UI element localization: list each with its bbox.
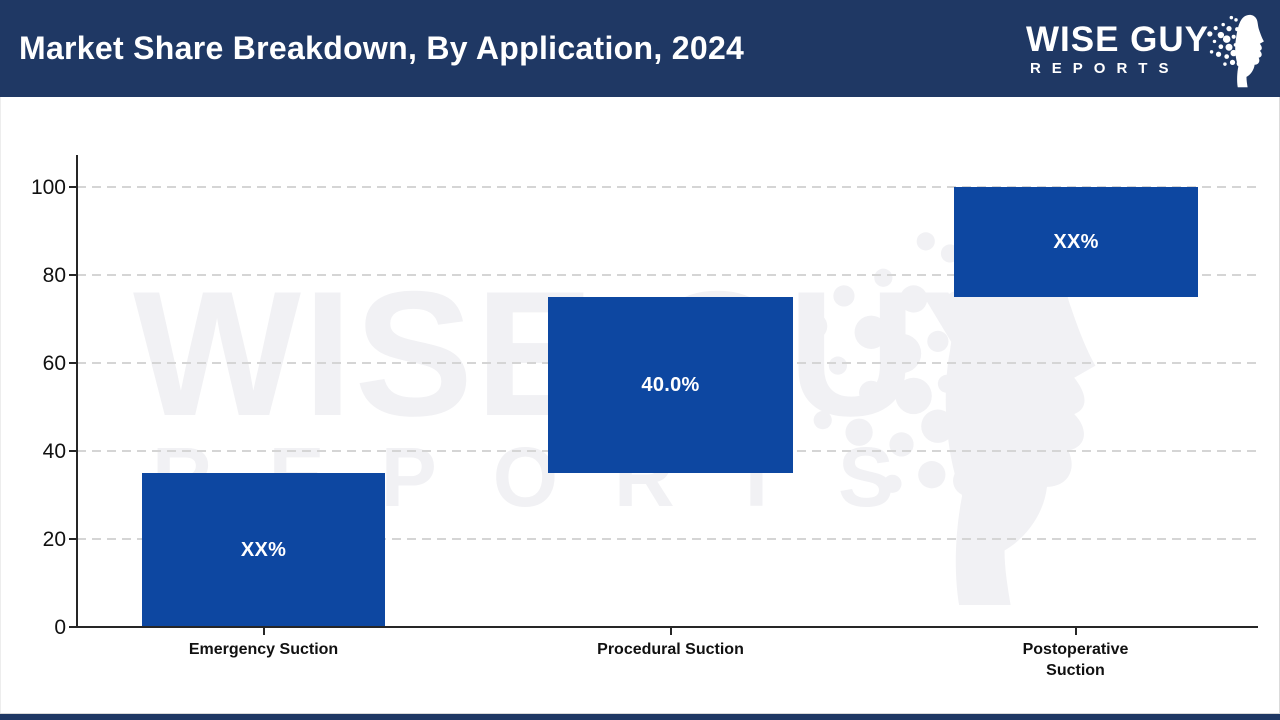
bar-3: XX% <box>954 187 1198 297</box>
bar-2: 40.0% <box>548 297 793 473</box>
y-tick-label-20: 20 <box>42 528 66 551</box>
y-tick-label-100: 100 <box>30 176 66 199</box>
y-tick-label-40: 40 <box>42 440 66 463</box>
y-tick-mark-60 <box>69 362 77 364</box>
bar-value-label-3: XX% <box>1053 230 1099 253</box>
y-tick-mark-0 <box>69 626 77 628</box>
logo-subtext: REPORTS <box>1029 60 1180 77</box>
y-tick-mark-100 <box>69 186 77 188</box>
y-tick-mark-80 <box>69 274 77 276</box>
x-tick-mark-2 <box>669 628 672 635</box>
wiseguy-logo: WISE GUY REPORTS <box>1026 3 1268 95</box>
page-edge-left <box>0 97 1 714</box>
y-tick-mark-40 <box>69 450 77 452</box>
y-axis-line <box>76 155 78 628</box>
x-tick-mark-1 <box>262 628 265 635</box>
page-title: Market Share Breakdown, By Application, … <box>19 29 745 66</box>
gridline-100 <box>77 186 1258 188</box>
x-tick-label-3: Postoperative Suction <box>1022 641 1129 679</box>
y-tick-label-60: 60 <box>42 352 66 375</box>
gridline-80 <box>77 274 1258 276</box>
logo-wordmark: WISE GUY <box>1025 20 1209 59</box>
x-axis-line <box>76 626 1258 628</box>
header: Market Share Breakdown, By Application, … <box>0 0 1280 97</box>
footer-divider <box>0 713 1280 714</box>
chart-area: WISE GUY REPORTS 0 20 40 60 80 100 XX% 40.0% XX%… <box>0 97 1280 714</box>
footer-bar <box>0 714 1280 720</box>
logo-face-icon <box>1204 9 1268 89</box>
gridline-20 <box>77 538 1258 540</box>
y-tick-mark-20 <box>69 538 77 540</box>
y-tick-label-80: 80 <box>42 264 66 287</box>
bar-value-label-2: 40.0% <box>641 373 700 396</box>
x-tick-label-2: Procedural Suction <box>597 641 744 658</box>
y-tick-label-0: 0 <box>54 616 66 639</box>
logo-text: WISE GUY REPORTS <box>1026 22 1209 76</box>
bar-1: XX% <box>142 473 385 627</box>
plot: 0 20 40 60 80 100 XX% 40.0% XX% Emergency Suction… <box>0 97 1280 714</box>
bar-value-label-1: XX% <box>240 538 287 561</box>
x-tick-label-1: Emergency Suction <box>188 641 339 658</box>
x-tick-mark-3 <box>1074 628 1077 635</box>
